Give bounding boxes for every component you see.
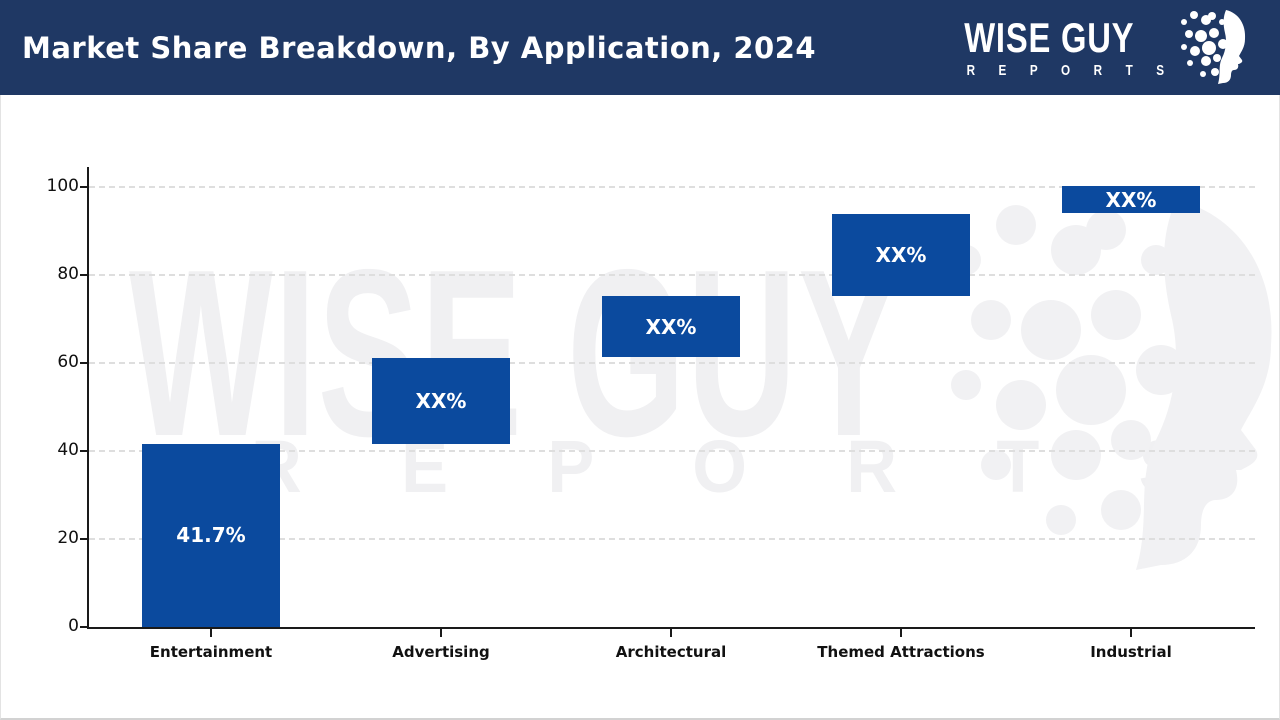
bar-value-label: XX% [415,388,467,413]
y-tick-mark-100 [80,186,89,188]
x-category-label: Entertainment [149,643,273,661]
y-tick-label-20: 20 [57,528,79,548]
x-tick-mark-3 [900,629,902,637]
x-category-label: Architectural [615,643,727,661]
bar-value-label: 41.7% [176,523,246,548]
brand-name: WISE GUY [963,14,1135,61]
gridline-80 [89,274,1255,276]
header-bar: Market Share Breakdown, By Application, … [0,0,1280,95]
bar-entertainment: 41.7% [142,443,280,627]
x-category-label: Advertising [392,643,490,661]
y-tick-label-100: 100 [46,176,79,196]
page-title: Market Share Breakdown, By Application, … [22,30,817,65]
bar-architectural: XX% [602,296,740,358]
bar-themed-attractions: XX% [832,213,970,296]
brand-subname: R E P O R T S [966,62,1174,79]
bar-value-label: XX% [875,242,927,267]
y-axis-line [87,167,89,629]
bar-industrial: XX% [1062,185,1200,214]
gridline-40 [89,450,1255,452]
y-tick-label-40: 40 [57,440,79,460]
gridline-100 [89,186,1255,188]
y-tick-label-0: 0 [68,616,79,636]
gridline-20 [89,538,1255,540]
bar-advertising: XX% [372,357,510,444]
y-tick-label-80: 80 [57,264,79,284]
y-tick-label-60: 60 [57,352,79,372]
plot-area: 0 20 40 60 80 100 41.7% Entertainment XX% Adverti… [1,95,1279,718]
y-tick-mark-60 [80,362,89,364]
x-axis-line [87,627,1255,629]
x-tick-mark-4 [1130,629,1132,637]
brand-logo: WISE GUY R E P O R T S [905,6,1252,90]
bar-value-label: XX% [1105,187,1157,212]
x-tick-mark-2 [670,629,672,637]
watermark-head-icon [951,200,1272,570]
y-tick-mark-20 [80,538,89,540]
y-tick-mark-40 [80,450,89,452]
bar-value-label: XX% [645,314,697,339]
gridline-60 [89,362,1255,364]
y-tick-mark-0 [80,626,89,628]
x-tick-mark-1 [440,629,442,637]
chart-canvas: WISE GUY R E P O R T S 0 20 40 60 80 100 41.7%… [0,95,1280,720]
dotted-head-icon [1181,9,1246,84]
brand-logo-text: WISE GUY R E P O R T S [963,14,1174,79]
x-category-label: Industrial [1090,643,1172,661]
x-category-label: Themed Attractions [817,643,985,661]
x-tick-mark-0 [210,629,212,637]
y-tick-mark-80 [80,274,89,276]
